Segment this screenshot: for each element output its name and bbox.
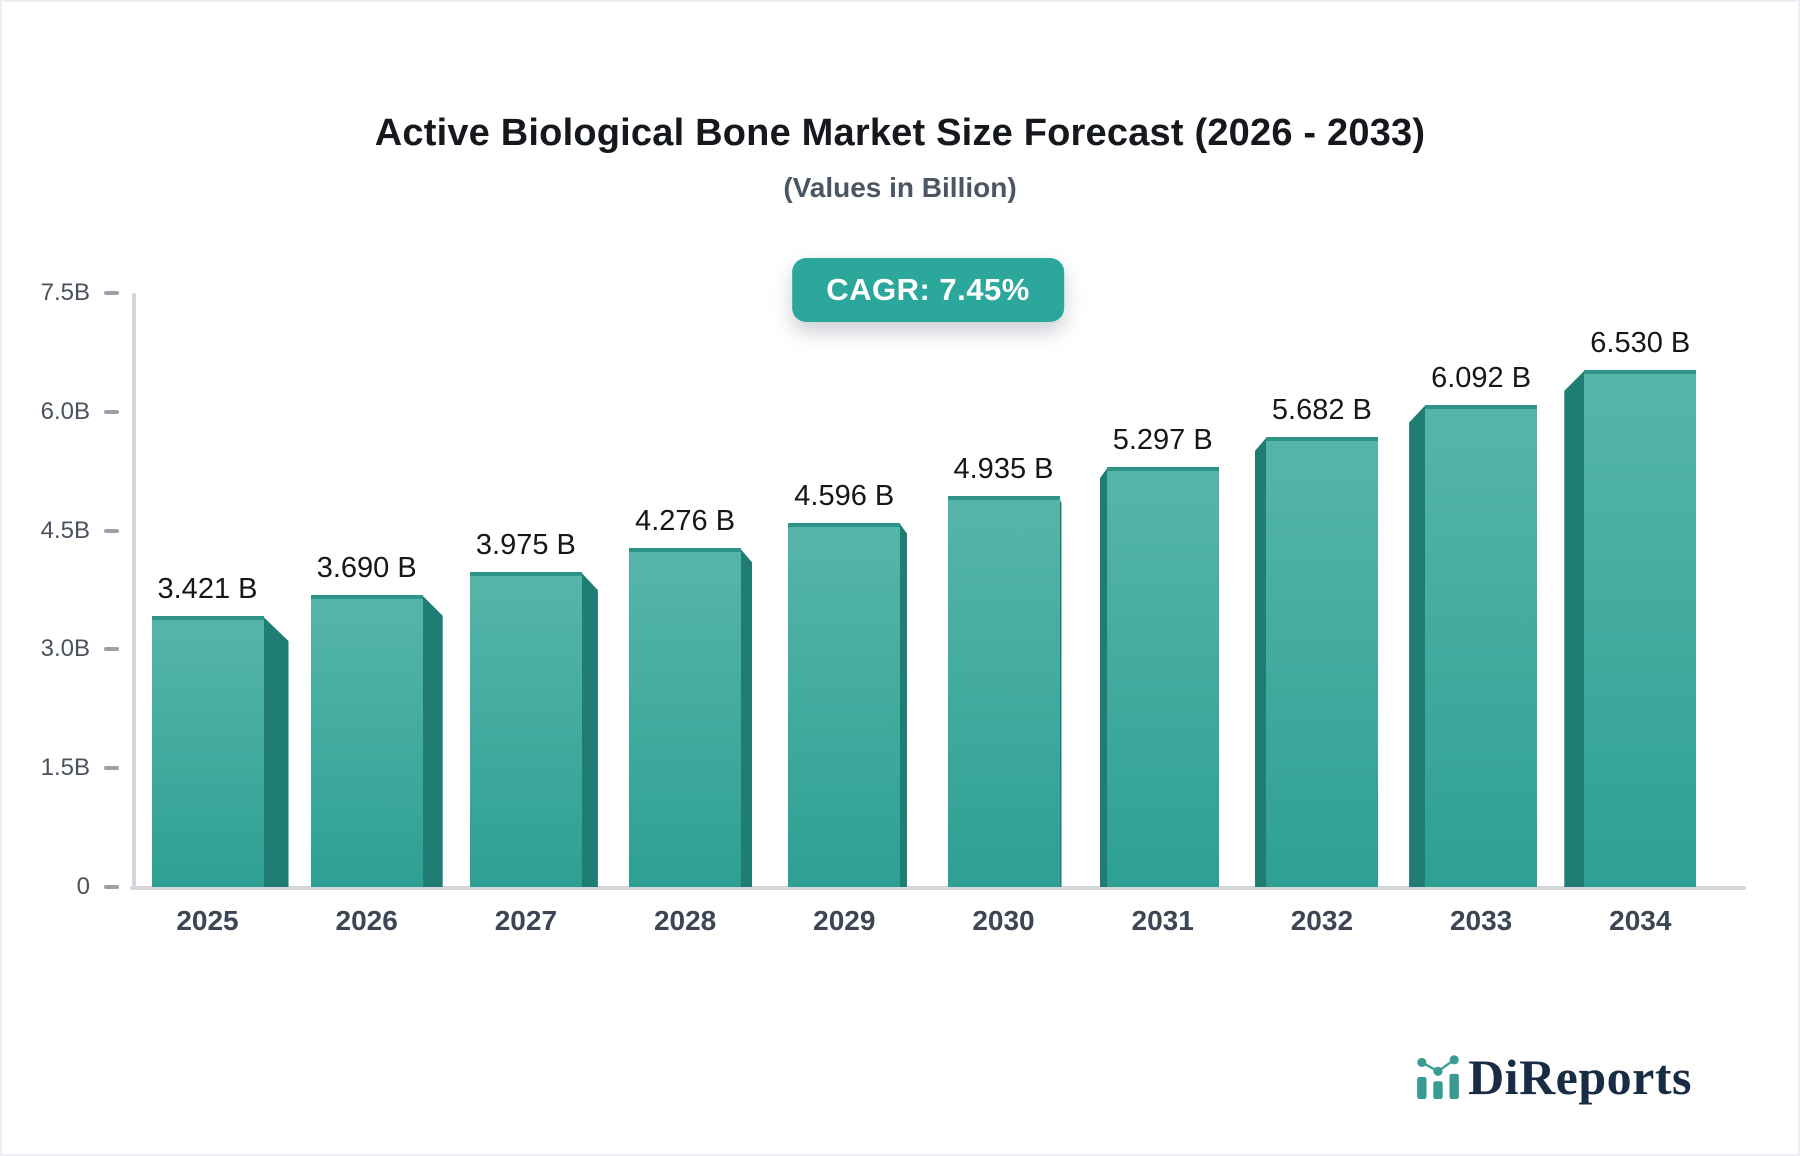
bar-value-label: 3.690 B xyxy=(316,551,417,584)
bar-side-2027 xyxy=(580,572,598,887)
y-tick-mark xyxy=(104,291,119,295)
y-tick-label: 0 xyxy=(76,873,90,900)
bar-side-2026 xyxy=(421,594,443,887)
bar-value-label: 4.276 B xyxy=(635,505,736,538)
y-tick-label: 1.5B xyxy=(40,754,90,782)
bar-value-label: 5.297 B xyxy=(1112,424,1213,457)
bar-side-2034 xyxy=(1564,369,1586,887)
y-tick-label: 6.0B xyxy=(40,397,90,425)
bar-2031[interactable] xyxy=(1106,467,1219,887)
bar-value-label: 4.596 B xyxy=(794,479,895,512)
bar-2028[interactable] xyxy=(629,548,742,887)
bar-side-2030 xyxy=(1058,496,1062,887)
bar-value-label: 3.421 B xyxy=(157,573,258,606)
bar-2027[interactable] xyxy=(469,572,582,887)
x-axis-label-2028: 2028 xyxy=(653,905,717,936)
y-tick-mark xyxy=(104,766,119,771)
bar-2033[interactable] xyxy=(1425,404,1538,887)
bar-2025[interactable] xyxy=(151,616,264,887)
bar-2029[interactable] xyxy=(788,522,901,887)
y-tick-mark xyxy=(104,528,119,533)
bar-side-2028 xyxy=(740,548,753,887)
cagr-badge: CAGR: 7.45% xyxy=(792,258,1064,322)
y-tick-label: 4.5B xyxy=(40,516,90,544)
bar-value-label: 6.092 B xyxy=(1431,361,1532,394)
brand-name: DiReports xyxy=(1468,1049,1692,1105)
logo-chart-icon xyxy=(1417,1055,1459,1099)
x-axis-label-2029: 2029 xyxy=(813,905,876,936)
bar-side-2032 xyxy=(1254,436,1267,887)
chart-title: Active Biological Bone Market Size Forec… xyxy=(374,112,1426,154)
y-axis-line xyxy=(132,293,136,888)
bar-value-label: 4.935 B xyxy=(953,453,1054,486)
bar-value-label: 5.682 B xyxy=(1271,393,1372,426)
bar-side-2033 xyxy=(1409,404,1427,887)
x-axis-label-2031: 2031 xyxy=(1131,905,1194,936)
y-tick-mark xyxy=(104,409,119,414)
x-axis-label-2025: 2025 xyxy=(176,905,239,936)
x-axis-line xyxy=(130,886,1746,890)
x-axis-label-2027: 2027 xyxy=(494,905,558,936)
x-axis-label-2032: 2032 xyxy=(1290,905,1354,936)
bar-value-label: 6.530 B xyxy=(1590,326,1691,359)
x-axis-label-2026: 2026 xyxy=(335,905,398,936)
bar-side-2029 xyxy=(899,522,908,887)
y-tick-label: 7.5B xyxy=(40,279,90,306)
bar-2030[interactable] xyxy=(947,496,1060,887)
bar-side-2031 xyxy=(1099,467,1108,887)
y-tick-mark xyxy=(104,647,119,652)
bar-value-label: 3.975 B xyxy=(475,529,576,562)
bar-2034[interactable] xyxy=(1584,369,1697,887)
brand-logo: DiReports xyxy=(1415,1049,1692,1105)
bar-2032[interactable] xyxy=(1265,436,1378,887)
y-tick-mark xyxy=(104,885,119,889)
x-axis-label-2034: 2034 xyxy=(1609,905,1672,936)
chart-subtitle: (Values in Billion) xyxy=(783,172,1017,203)
y-tick-label: 3.0B xyxy=(40,635,90,663)
bar-2026[interactable] xyxy=(310,594,423,887)
x-axis-label-2030: 2030 xyxy=(972,905,1035,936)
bar-side-2025 xyxy=(262,616,289,887)
x-axis-label-2033: 2033 xyxy=(1449,905,1513,936)
